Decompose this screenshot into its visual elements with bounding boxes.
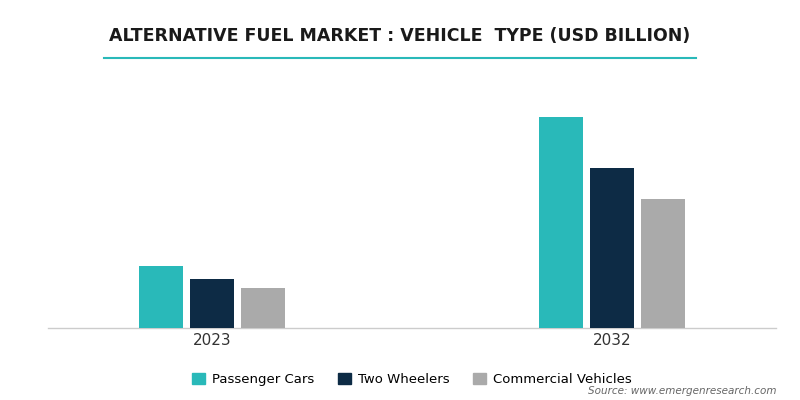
Bar [642,199,685,328]
Text: ALTERNATIVE FUEL MARKET : VEHICLE  TYPE (USD BILLION): ALTERNATIVE FUEL MARKET : VEHICLE TYPE (… [110,27,690,45]
Bar [241,288,285,328]
Bar [539,116,583,328]
Bar [590,168,634,328]
Legend: Passenger Cars, Two Wheelers, Commercial Vehicles: Passenger Cars, Two Wheelers, Commercial… [187,368,637,392]
Text: Source: www.emergenresearch.com: Source: www.emergenresearch.com [587,386,776,396]
Bar [190,279,234,328]
Bar [139,266,182,328]
